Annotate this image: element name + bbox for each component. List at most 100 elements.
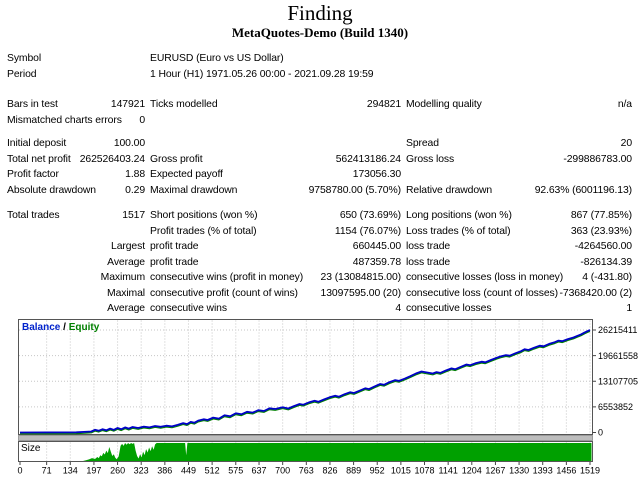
stat-label: Short positions (won %) — [150, 210, 258, 222]
stats-cell: Mismatched charts errors 0 — [7, 115, 145, 126]
stats-cell: loss trade -826134.39 — [406, 257, 632, 268]
y-axis-label: 6553852 — [598, 402, 633, 412]
x-axis-label: 1519 — [580, 466, 600, 476]
stat-label: Absolute drawdown — [7, 184, 96, 196]
x-axis-label: 323 — [134, 466, 149, 476]
stat-value: Maximum — [100, 272, 145, 284]
stat-value: 294821 — [366, 99, 401, 111]
stats-cell: Maximum — [7, 272, 145, 283]
stat-label: Mismatched charts errors — [7, 114, 122, 126]
stat-label: Relative drawdown — [406, 184, 493, 196]
stat-label: consecutive losses — [406, 303, 492, 315]
stat-label: Modelling quality — [406, 99, 482, 111]
stats-cell: Long positions (won %) 867 (77.85%) — [406, 210, 632, 221]
stats-row: Initial deposit 100.00 Spread 20 — [7, 136, 633, 152]
stat-value: 9758780.00 (5.70%) — [308, 184, 401, 196]
stats-table: Symbol EURUSD (Euro vs US Dollar) Period 1 … — [7, 51, 633, 317]
x-axis-label: 1456 — [556, 466, 576, 476]
size-chart-label: Size — [21, 443, 41, 454]
stats-row: Period 1 Hour (H1) 1971.05.26 00:00 - 202… — [7, 67, 633, 83]
x-axis-label: 763 — [299, 466, 314, 476]
report-title: Finding — [287, 1, 353, 25]
stat-value: Largest — [111, 241, 145, 253]
stats-row: Largest profit trade 660445.00 loss trade -4… — [7, 239, 633, 255]
stat-label: consecutive profit (count of wins) — [150, 287, 298, 299]
stats-cell: Largest — [7, 241, 145, 252]
stats-cell: Profit factor 1.88 — [7, 169, 145, 180]
stats-cell: Period — [7, 69, 145, 80]
stats-cell: Spread 20 — [406, 138, 632, 149]
legend-balance-label: Balance — [22, 322, 61, 333]
stats-cell: Ticks modelled 294821 — [150, 99, 401, 110]
stat-value: 0.29 — [125, 184, 145, 196]
stats-row: Total trades 1517 Short positions (won %) 6… — [7, 208, 633, 224]
x-axis-label: 889 — [346, 466, 361, 476]
stat-value: n/a — [617, 99, 632, 111]
stats-cell: Initial deposit 100.00 — [7, 138, 145, 149]
stats-row: Average consecutive wins 4 consecutive loss… — [7, 301, 633, 317]
stat-value: Average — [107, 303, 145, 315]
panel-splitter — [18, 435, 593, 441]
stats-cell: Expected payoff 173056.30 — [150, 169, 401, 180]
x-axis-label: 1015 — [391, 466, 411, 476]
stat-label: Long positions (won %) — [406, 210, 512, 222]
size-panel-border — [18, 441, 593, 462]
y-axis-label: 0 — [598, 428, 603, 438]
stat-value: 100.00 — [113, 138, 145, 150]
x-axis-label: 1141 — [439, 466, 458, 476]
x-axis-label: 197 — [86, 466, 101, 476]
stat-value: 1517 — [122, 210, 145, 222]
stat-value: 1 — [626, 303, 632, 315]
stat-value: 4 — [395, 303, 401, 315]
stat-label: consecutive wins (profit in money) — [150, 272, 304, 284]
stats-cell: Total trades 1517 — [7, 210, 145, 221]
x-axis-label: 700 — [275, 466, 290, 476]
stat-value: 262526403.24 — [79, 153, 145, 165]
section-gap — [7, 198, 633, 208]
stat-value: 562413186.24 — [335, 153, 401, 165]
stats-row: Bars in test 147921 Ticks modelled 294821 Mo… — [7, 97, 633, 113]
stat-label: consecutive loss (count of losses) — [406, 287, 558, 299]
x-axis-label: 512 — [205, 466, 220, 476]
stat-label: Period — [7, 68, 37, 80]
stats-row: Symbol EURUSD (Euro vs US Dollar) — [7, 51, 633, 67]
stat-value: Maximal — [107, 287, 145, 299]
stats-cell: profit trade 487359.78 — [150, 257, 401, 268]
stat-label: Profit trades (% of total) — [150, 225, 257, 237]
size-area — [20, 443, 592, 461]
stats-cell: Absolute drawdown 0.29 — [7, 185, 145, 196]
stats-cell: Symbol — [7, 53, 145, 64]
x-axis-label: 1393 — [533, 466, 553, 476]
stats-row: Total net profit 262526403.24 Gross profit… — [7, 152, 633, 168]
chart-legend: Balance / Equity — [22, 322, 99, 333]
stat-label: Initial deposit — [7, 138, 67, 150]
stat-label: 1 Hour (H1) 1971.05.26 00:00 - 2021.09.2… — [150, 68, 374, 80]
stat-value: 0 — [139, 114, 145, 126]
stat-value: 650 (73.69%) — [339, 210, 401, 222]
stats-row: Absolute drawdown 0.29 Maximal drawdown 975… — [7, 183, 633, 199]
stat-value: -826134.39 — [580, 256, 632, 268]
stats-cell: Short positions (won %) 650 (73.69%) — [150, 210, 401, 221]
stats-cell: loss trade -4264560.00 — [406, 241, 632, 252]
stats-cell: profit trade 660445.00 — [150, 241, 401, 252]
y-axis-label: 19661558 — [598, 351, 638, 361]
legend-equity-label: Equity — [68, 322, 100, 333]
chart-area: 26215411 19661558 13107705 6553852 0 0 71 134 19… — [0, 318, 640, 480]
x-axis-label: 449 — [181, 466, 196, 476]
stat-label: Gross profit — [150, 153, 203, 165]
stat-value: 867 (77.85%) — [570, 210, 632, 222]
stats-row: Profit factor 1.88 Expected payoff 173056.3… — [7, 167, 633, 183]
stat-label: Maximal drawdown — [150, 184, 238, 196]
x-axis-label: 1078 — [414, 466, 434, 476]
stats-cell: EURUSD (Euro vs US Dollar) — [150, 53, 401, 64]
stats-cell: Loss trades (% of total) 363 (23.93%) — [406, 226, 632, 237]
stats-cell: Total net profit 262526403.24 — [7, 154, 145, 165]
stats-cell: Average — [7, 257, 145, 268]
stats-cell: consecutive losses (loss in money) 4 (-43… — [406, 272, 632, 283]
stat-label: profit trade — [150, 241, 199, 253]
profit-chart: 26215411 19661558 13107705 6553852 0 0 71 134 19… — [17, 319, 638, 476]
balance-panel-border — [18, 319, 593, 435]
y-axis-label: 26215411 — [598, 325, 637, 335]
x-axis-label: 0 — [17, 466, 22, 476]
stat-label: loss trade — [406, 256, 451, 268]
